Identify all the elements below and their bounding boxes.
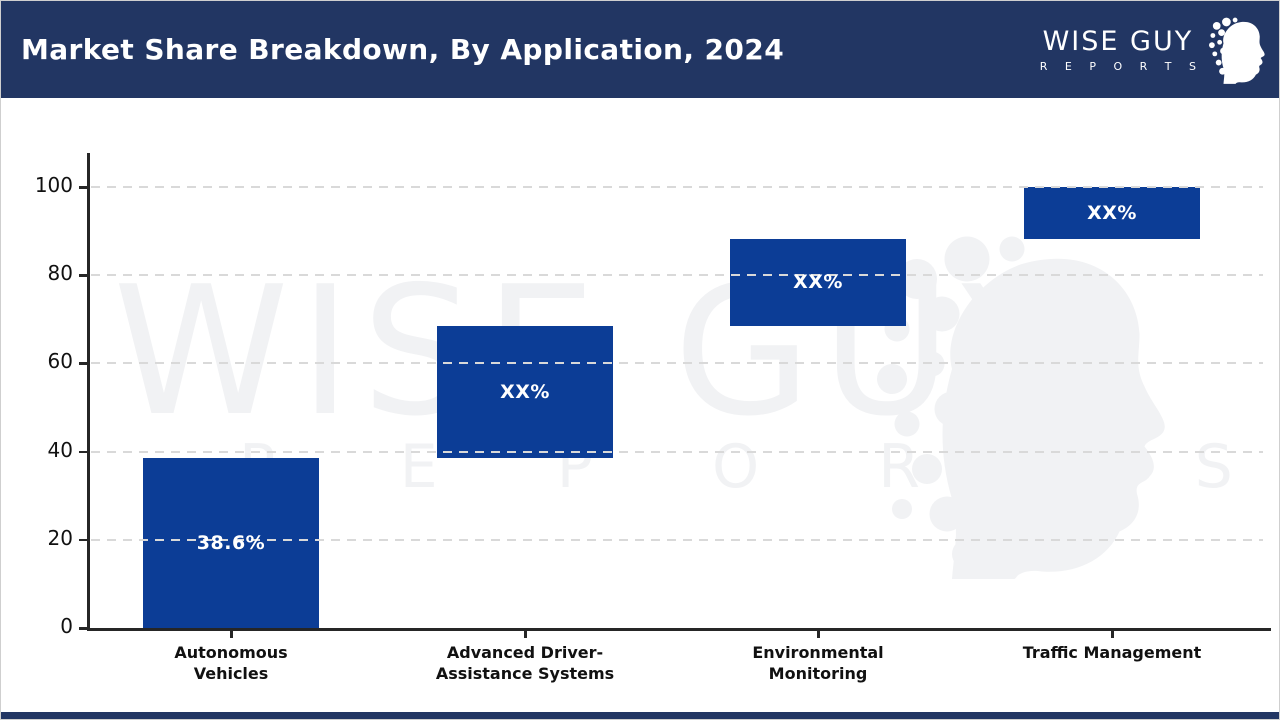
x-category-label-1: Autonomous Vehicles (174, 643, 288, 683)
y-tick-mark-80 (79, 274, 88, 277)
header: Market Share Breakdown, By Application, … (1, 1, 1279, 98)
gridline-60 (91, 362, 1263, 365)
footer-bar (1, 712, 1279, 719)
waterfall-bar-3 (730, 238, 906, 326)
gridline-20 (91, 538, 1263, 541)
x-tick-mark-1 (230, 631, 233, 638)
y-tick-label-100: 100 (34, 173, 73, 197)
x-category-label-2: Advanced Driver- Assistance Systems (435, 643, 615, 683)
bar-value-label-1: 38.6% (196, 531, 266, 554)
x-tick-mark-2 (524, 631, 527, 638)
y-tick-label-20: 20 (47, 525, 73, 550)
waterfall-bar-4 (1024, 187, 1200, 239)
brand-logo: WISE GUY R E P O R T S (1033, 15, 1267, 85)
y-tick-mark-40 (79, 450, 88, 454)
waterfall-bar-2 (437, 325, 613, 458)
y-axis-line (87, 153, 90, 631)
y-tick-label-80: 80 (47, 261, 73, 286)
y-tick-label-60: 60 (47, 349, 73, 374)
gridline-40 (91, 450, 1263, 453)
gridline-100 (91, 186, 1263, 188)
bar-value-label-3: XX% (793, 271, 843, 294)
x-category-label-3: Environmental Monitoring (752, 643, 884, 683)
y-tick-label-40: 40 (47, 437, 73, 462)
logo-head-icon (1209, 17, 1265, 84)
page-title: Market Share Breakdown, By Application, … (21, 33, 785, 66)
bar-value-label-2: XX% (500, 380, 550, 403)
logo-wordmark: WISE GUY (1042, 25, 1194, 57)
gridline-80 (91, 274, 1263, 277)
x-axis-line (87, 628, 1271, 631)
y-tick-mark-20 (79, 538, 88, 542)
y-tick-mark-60 (79, 362, 88, 365)
bar-value-label-4: XX% (1087, 201, 1137, 224)
y-tick-mark-0 (79, 627, 88, 630)
y-tick-mark-100 (79, 186, 88, 189)
logo-subtext: R E P O R T S (1039, 59, 1203, 73)
watermark-head-icon (877, 236, 1165, 579)
logo-text: WISE GUY R E P O R T S (1033, 25, 1203, 73)
y-tick-label-0: 0 (60, 614, 73, 638)
x-tick-mark-4 (1111, 631, 1114, 638)
x-tick-mark-3 (817, 631, 820, 638)
waterfall-bar-1 (143, 457, 319, 628)
x-category-label-4: Traffic Management (1022, 643, 1202, 662)
